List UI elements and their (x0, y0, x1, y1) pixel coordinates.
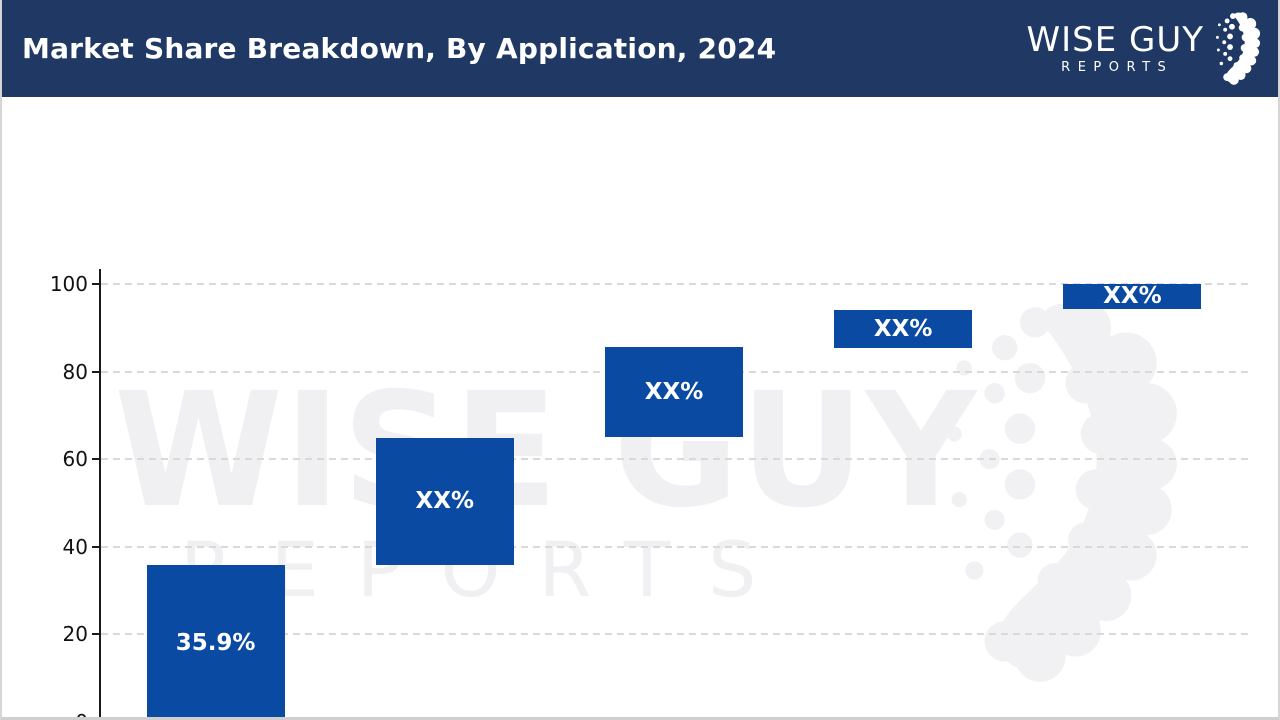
y-axis-tick-label: 0 (2, 710, 88, 717)
y-axis-tick (92, 458, 101, 461)
bar-oil-and-gas: XX% (1063, 283, 1202, 309)
y-axis-tick (92, 633, 101, 636)
y-axis-tick (92, 545, 101, 548)
y-axis-tick (92, 283, 101, 285)
watermark-dotted-head-icon (946, 302, 1177, 682)
page-title: Market Share Breakdown, By Application, … (22, 32, 777, 65)
bar-water-well-drilling: XX% (605, 347, 743, 437)
bar-mining: XX% (375, 438, 514, 565)
bar-value-label: XX% (415, 488, 475, 514)
brand-name: WISE GUY (1026, 20, 1204, 60)
bar-value-label: XX% (1103, 283, 1162, 309)
bar-value-label: XX% (873, 315, 933, 342)
bar-value-label: 35.9% (175, 630, 256, 656)
y-axis-tick-label: 40 (62, 534, 88, 559)
plot-area: 35.9% XX% XX% XX% XX% (99, 269, 1249, 717)
gridline-60 (101, 458, 1249, 461)
watermark-brand-text: WISE GUY (114, 359, 978, 543)
gridline-40 (101, 545, 1249, 548)
brand-logo: WISE GUY REPORTS (1026, 9, 1262, 89)
y-axis-tick-label: 100 (49, 272, 88, 296)
y-axis-tick (92, 370, 101, 373)
y-axis-tick-label: 60 (62, 447, 88, 472)
bar-value-label: XX% (644, 378, 704, 405)
gridline-20 (101, 633, 1249, 636)
dotted-head-logo-icon (1215, 11, 1261, 85)
gridline-100 (101, 283, 1249, 285)
bar-construction: 35.9% (146, 565, 285, 717)
header-bar: Market Share Breakdown, By Application, … (2, 0, 1278, 97)
brand-subtitle: REPORTS (1061, 60, 1174, 75)
bar-geothermal-energy: XX% (834, 310, 973, 348)
y-axis-tick-label: 80 (62, 359, 88, 384)
y-axis-tick-label: 20 (62, 622, 88, 647)
chart-canvas: WISE GUY REPORTS 35.9%XX%XX%XX%XX% 02040… (2, 97, 1278, 717)
brand-logo-text: WISE GUY REPORTS (1026, 23, 1204, 74)
